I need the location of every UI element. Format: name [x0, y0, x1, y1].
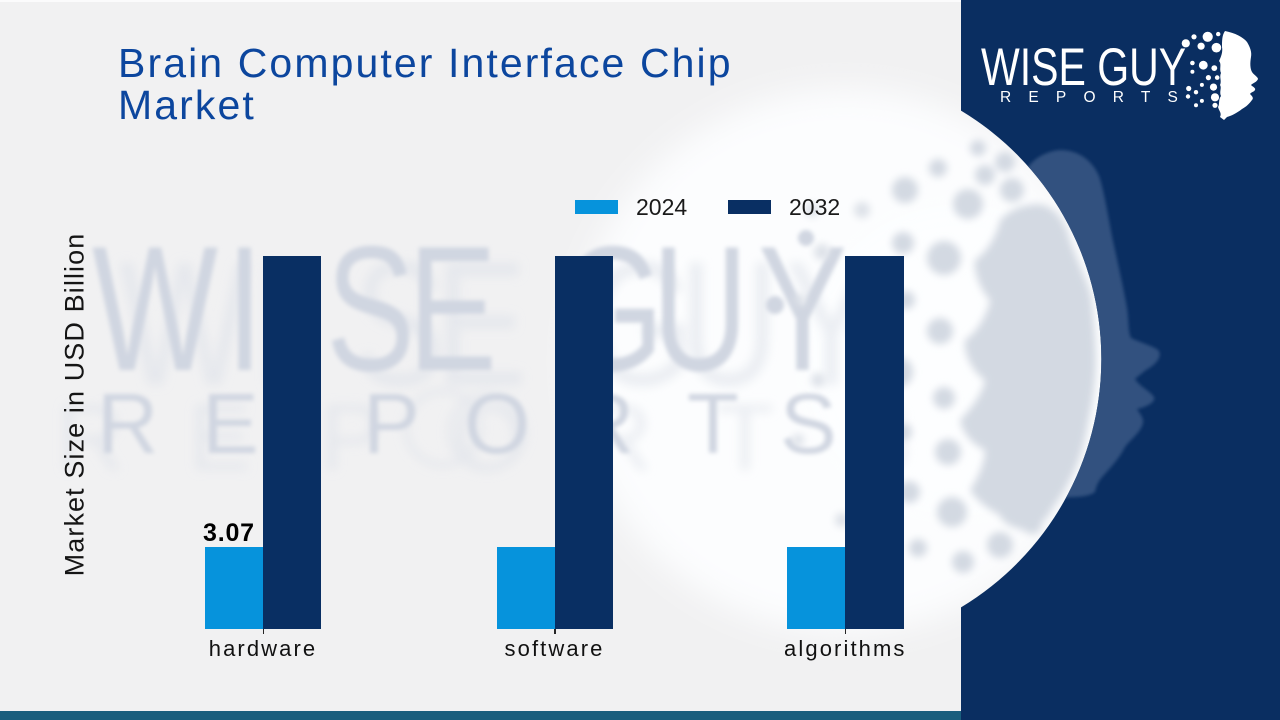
svg-text:REPORTS: REPORTS: [1000, 89, 1195, 106]
svg-text:W: W: [92, 210, 218, 408]
svg-text:T: T: [716, 385, 774, 491]
svg-text:T: T: [687, 377, 739, 472]
svg-text:W: W: [119, 224, 250, 422]
svg-text:U: U: [679, 224, 779, 422]
svg-text:P: P: [320, 385, 383, 491]
svg-text:U: U: [652, 210, 748, 408]
svg-text:O: O: [464, 377, 530, 472]
svg-text:R: R: [97, 377, 158, 472]
svg-text:R: R: [56, 385, 125, 491]
svg-text:P: P: [363, 377, 420, 472]
svg-text:E: E: [188, 385, 251, 491]
svg-text:S: S: [326, 210, 415, 408]
svg-text:S: S: [780, 377, 837, 472]
svg-text:S: S: [353, 224, 446, 422]
svg-text:I: I: [226, 210, 263, 408]
svg-text:WISE GUY: WISE GUY: [981, 38, 1186, 97]
svg-text:E: E: [202, 377, 259, 472]
svg-text:E: E: [408, 210, 497, 408]
